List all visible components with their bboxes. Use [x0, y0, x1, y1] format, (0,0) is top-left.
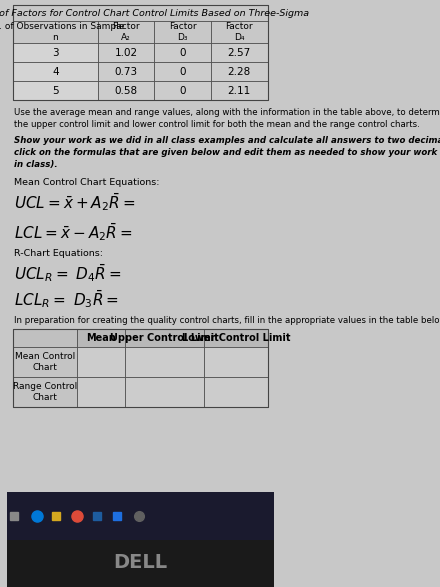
Bar	[98, 43, 154, 62]
Bar	[13, 43, 98, 62]
Bar	[13, 329, 77, 347]
Text: Mean: Mean	[86, 333, 116, 343]
Bar	[77, 347, 125, 377]
Bar	[125, 347, 204, 377]
Bar	[154, 21, 211, 43]
Text: Mean Control
Chart: Mean Control Chart	[15, 352, 75, 372]
Bar	[13, 62, 98, 81]
Bar	[98, 81, 154, 100]
Text: 0.58: 0.58	[114, 86, 138, 96]
Text: 0: 0	[179, 66, 186, 76]
Text: In preparation for creating the quality control charts, fill in the appropriate : In preparation for creating the quality …	[14, 316, 440, 325]
Text: No. of Observations in Sample
n: No. of Observations in Sample n	[0, 22, 124, 42]
Bar	[13, 81, 98, 100]
Bar	[154, 43, 211, 62]
Bar	[77, 377, 125, 407]
Bar	[13, 5, 268, 100]
Text: Lower Control Limit: Lower Control Limit	[182, 333, 290, 343]
Text: 3: 3	[52, 48, 59, 58]
Text: 5: 5	[52, 86, 59, 96]
Bar	[211, 21, 268, 43]
Text: 4: 4	[52, 66, 59, 76]
Bar	[204, 329, 268, 347]
Text: Factor
D₄: Factor D₄	[226, 22, 253, 42]
Bar	[211, 62, 268, 81]
Bar	[7, 492, 274, 540]
Text: 2.11: 2.11	[228, 86, 251, 96]
Bar	[154, 81, 211, 100]
Bar	[77, 329, 125, 347]
Text: $UCL = \bar{x} + A_2\bar{R} =$: $UCL = \bar{x} + A_2\bar{R} =$	[14, 191, 135, 213]
Text: $LCL_R = \ D_3\bar{R} =$: $LCL_R = \ D_3\bar{R} =$	[14, 288, 119, 310]
Text: 2.28: 2.28	[228, 66, 251, 76]
Bar	[211, 81, 268, 100]
Text: Range Control
Chart: Range Control Chart	[12, 382, 77, 402]
Text: Mean Control Chart Equations:: Mean Control Chart Equations:	[14, 178, 159, 187]
Bar	[204, 377, 268, 407]
Bar	[204, 347, 268, 377]
Bar	[13, 5, 268, 21]
Text: Factor
A₂: Factor A₂	[112, 22, 140, 42]
Text: 1.02: 1.02	[114, 48, 138, 58]
Text: Factor
D₃: Factor D₃	[169, 22, 196, 42]
Text: 0.73: 0.73	[114, 66, 138, 76]
Bar	[13, 329, 268, 407]
Text: Upper Control Limit: Upper Control Limit	[110, 333, 219, 343]
Bar	[125, 329, 204, 347]
Text: R-Chart Equations:: R-Chart Equations:	[14, 249, 103, 258]
Bar	[125, 377, 204, 407]
Bar	[211, 43, 268, 62]
Text: 0: 0	[179, 86, 186, 96]
Text: Show your work as we did in all class examples and calculate all answers to two : Show your work as we did in all class ex…	[14, 136, 440, 168]
Bar	[98, 62, 154, 81]
Text: 2.57: 2.57	[228, 48, 251, 58]
Bar	[98, 21, 154, 43]
Text: $LCL = \bar{x} - A_2\bar{R} =$: $LCL = \bar{x} - A_2\bar{R} =$	[14, 221, 132, 243]
Text: DELL: DELL	[113, 554, 167, 572]
Bar	[13, 377, 77, 407]
Text: $UCL_R = \ D_4\bar{R} =$: $UCL_R = \ D_4\bar{R} =$	[14, 262, 121, 284]
Bar	[13, 21, 98, 43]
Text: 0: 0	[179, 48, 186, 58]
Bar	[154, 62, 211, 81]
Text: Use the average mean and range values, along with the information in the table a: Use the average mean and range values, a…	[14, 108, 440, 129]
Text: Table of Factors for Control Chart Control Limits Based on Three-Sigma: Table of Factors for Control Chart Contr…	[0, 8, 309, 18]
Bar	[7, 540, 274, 587]
Bar	[13, 347, 77, 377]
